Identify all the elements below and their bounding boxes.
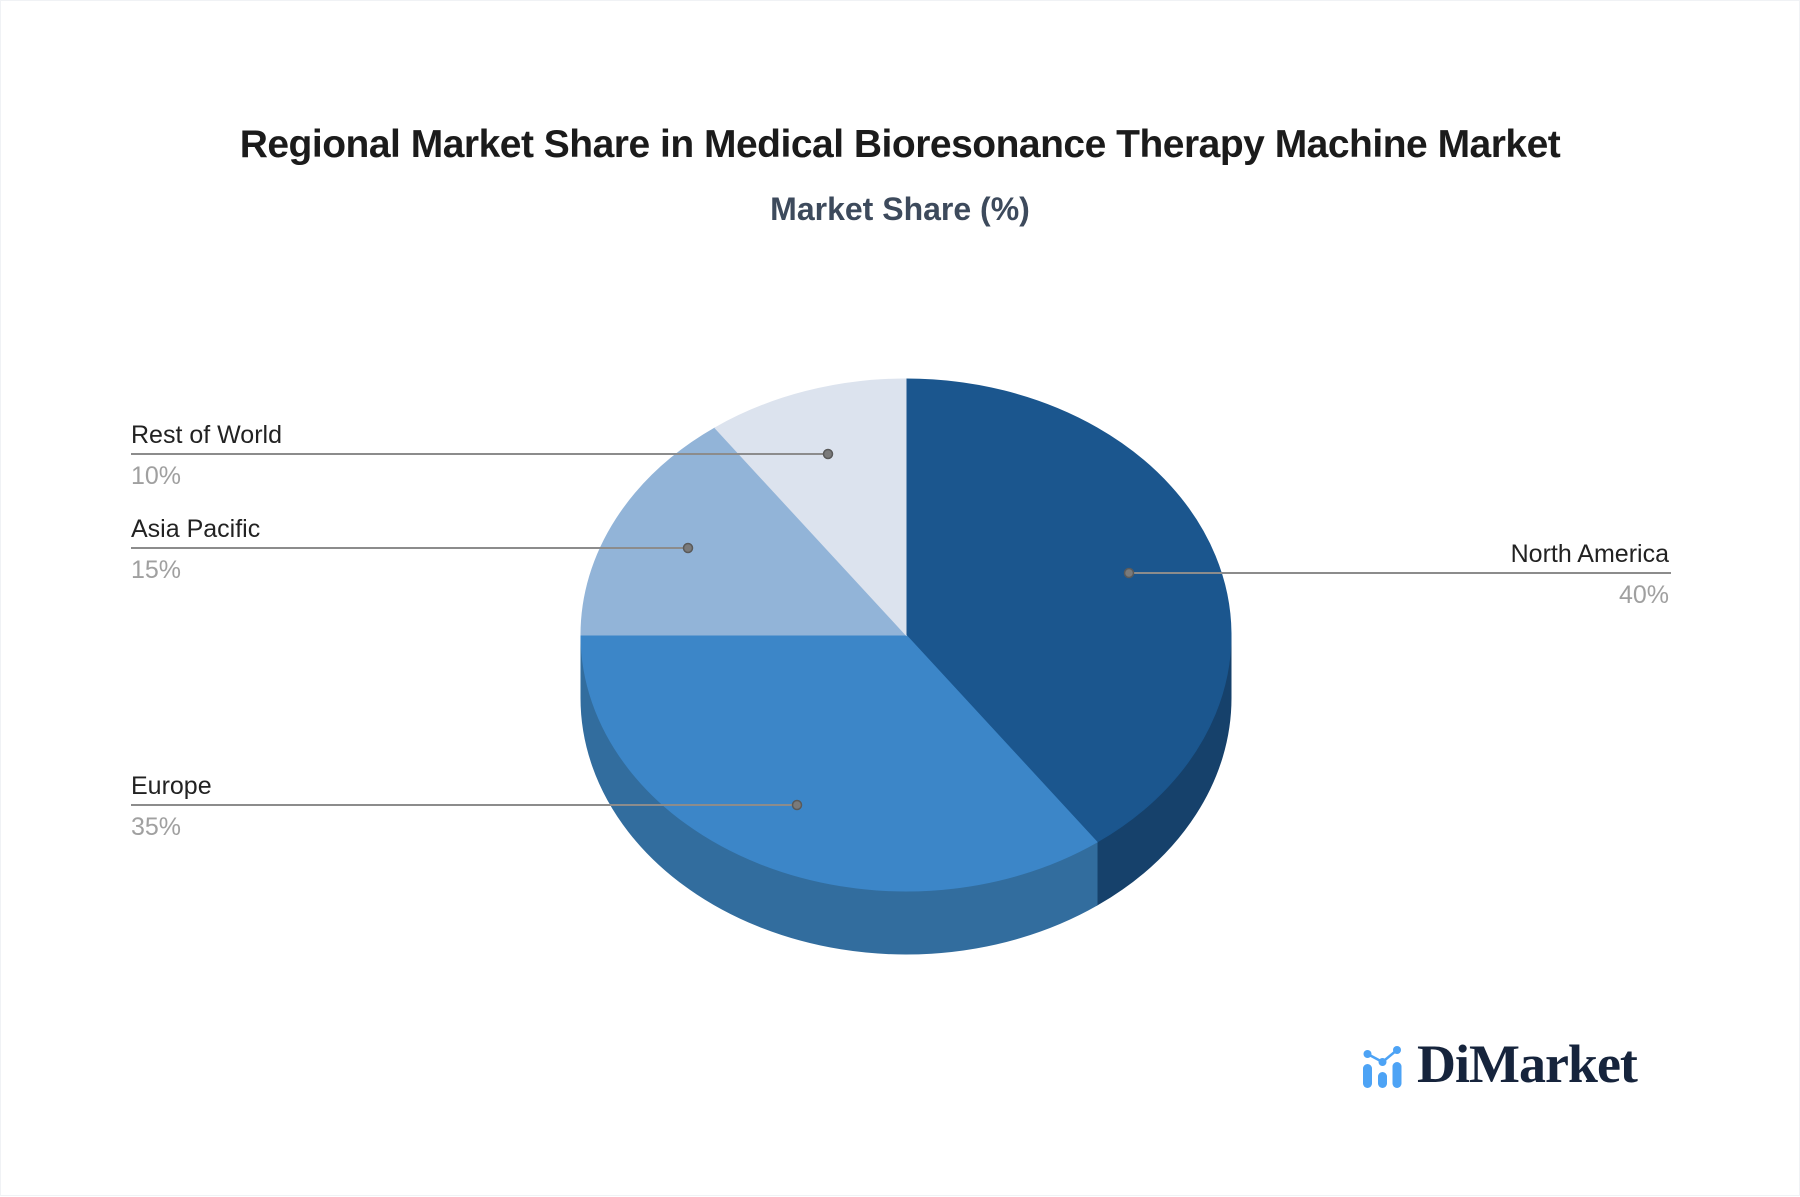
- leader-dot-rest-of-world: [822, 448, 834, 460]
- pie-slice-asia-pacific: [580, 427, 908, 636]
- chart-title: Regional Market Share in Medical Bioreso…: [239, 123, 1561, 166]
- callout-label-europe: Europe: [131, 772, 212, 800]
- pie-slice-europe: [580, 634, 1098, 892]
- callout-value-north-america: 40%: [1618, 581, 1669, 609]
- leader-dot-europe: [791, 799, 803, 811]
- dimarket-logo-text: DiMarket: [1417, 1034, 1638, 1094]
- chart-subtitle: Market Share (%): [770, 191, 1030, 227]
- callout-label-north-america: North America: [1510, 540, 1669, 568]
- dimarket-logo: DiMarket: [1363, 1031, 1638, 1094]
- callout-value-rest-of-world: 10%: [131, 462, 182, 490]
- pie-slice-rest-of-world: [714, 378, 907, 637]
- pie-slice-north-america: [905, 378, 1232, 843]
- pie-chart: [580, 378, 1232, 955]
- leader-dot-north-america: [1123, 567, 1135, 579]
- callout-label-asia-pacific: Asia Pacific: [131, 515, 261, 543]
- callout-leader-lines: [131, 448, 1671, 811]
- callout-value-europe: 35%: [131, 813, 182, 841]
- leader-dot-asia-pacific: [682, 542, 694, 554]
- callout-label-rest-of-world: Rest of World: [131, 421, 282, 449]
- bar-chart-logo-icon: [1363, 1046, 1402, 1088]
- callout-value-asia-pacific: 15%: [131, 556, 182, 584]
